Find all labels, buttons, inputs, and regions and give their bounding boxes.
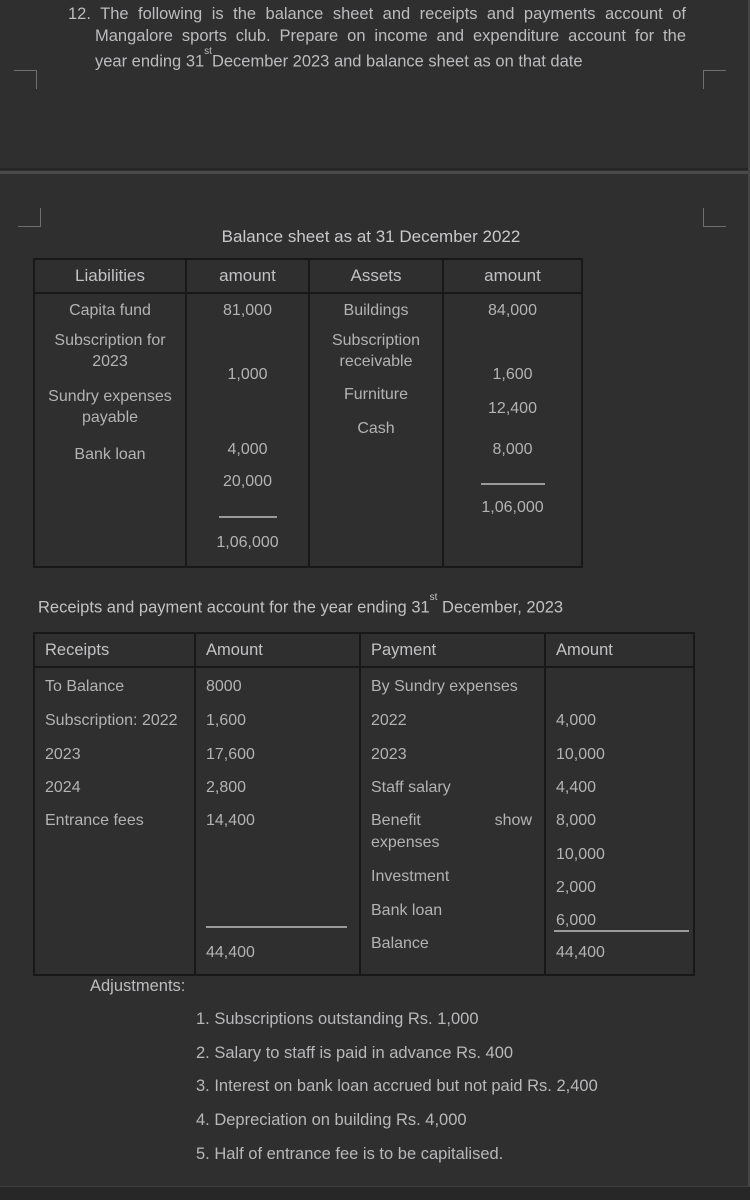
amount-value: 1,600 [492,366,533,383]
total-value: 44,400 [556,944,605,961]
crop-mark-icon [703,208,726,227]
column-header-amount: Amount [196,634,361,668]
amount-value: 1,600 [206,712,247,729]
balance-sheet-table: Liabilities amount Assets amount Capita … [33,258,583,568]
amount-value: 84,000 [488,302,537,319]
amount-value: 17,600 [206,746,255,763]
crop-mark-icon [14,70,37,89]
amount-value: 8000 [206,678,242,695]
amount-value: 1,000 [227,366,268,383]
asset-amounts-column: 84,000 1,600 12,400 8,000 1,06,000 [444,294,581,566]
amount-value: 4,000 [556,712,597,729]
adjustment-item: 2. Salary to staff is paid in advance Rs… [196,1044,514,1062]
liability-item: Subscription for 2023 [54,332,166,370]
amount-value: 4,400 [556,779,597,796]
amount-value: 10,000 [556,746,605,763]
liabilities-column: Capita fund Subscription for 2023 Sundry… [35,294,187,566]
amount-value: 81,000 [223,302,272,319]
adjustment-item: 5. Half of entrance fee is to be capital… [196,1145,504,1163]
receipt-amounts-column: 8000 1,600 17,600 2,800 14,400 44,400 [196,668,361,974]
asset-item: Furniture [343,386,409,403]
column-header-assets: Assets [310,260,444,294]
amount-value: 14,400 [206,812,255,829]
receipt-item: To Balance [45,678,125,695]
receipt-item: Entrance fees [45,812,144,829]
total-underline [554,930,689,932]
amount-value: 6,000 [556,912,597,929]
page-bottom-band [0,1187,750,1200]
payment-item: 2022 [371,712,407,729]
total-value: 44,400 [206,944,255,961]
column-header-liabilities: Liabilities [35,260,187,294]
liability-amounts-column: 81,000 1,000 4,000 20,000 1,06,000 [187,294,310,566]
liability-item: Sundry expenses payable [48,388,172,426]
column-header-amount: amount [444,260,581,294]
amount-value: 20,000 [223,473,272,490]
amount-value: 4,000 [227,441,268,458]
page-break-shadow [0,168,750,170]
payment-item: Investment [371,868,450,885]
total-value: 1,06,000 [481,499,544,516]
payment-item: Bank loan [371,902,443,919]
total-underline [480,483,545,485]
receipt-item: 2023 [45,746,81,763]
asset-item: Cash [357,420,395,437]
page-right-edge [748,0,750,1200]
payment-item: expenses [371,834,440,851]
balance-sheet-title: Balance sheet as at 31 December 2022 [221,227,521,246]
payment-item: 2023 [371,746,407,763]
receipt-item: Subscription: 2022 [45,712,178,729]
column-header-amount: amount [187,260,310,294]
receipts-column: To Balance Subscription: 2022 2023 2024 … [35,668,196,974]
payment-item: Staff salary [371,779,451,796]
column-header-receipts: Receipts [35,634,196,668]
amount-value: 2,800 [206,779,247,796]
amount-value: 2,000 [556,879,597,896]
payment-item: By Sundry expenses [371,678,518,695]
superscript-st: st [429,592,438,603]
page-bottom-edge [0,1186,750,1187]
total-value: 1,06,000 [216,534,279,551]
adjustment-item: 3. Interest on bank loan accrued but not… [196,1077,598,1095]
liability-item: Bank loan [74,446,146,463]
adjustment-item: 1. Subscriptions outstanding Rs. 1,000 [196,1010,479,1028]
question-line-3: year ending 31stDecember 2023 and balanc… [95,46,583,71]
liability-item: Capita fund [69,302,151,319]
assets-column: Buildings Subscription receivable Furnit… [310,294,444,566]
page-break-divider [0,171,750,174]
payment-item-justified: Benefit show [371,812,532,829]
amount-value: 8,000 [492,441,533,458]
payment-amounts-column: 4,000 10,000 4,400 8,000 10,000 2,000 6,… [546,668,693,974]
amount-value: 8,000 [556,812,597,829]
question-paragraph: 12. The following is the balance sheet a… [68,4,686,73]
adjustment-item: 4. Depreciation on building Rs. 4,000 [196,1111,467,1129]
question-line-2: Mangalore sports club. Prepare on income… [95,26,686,45]
total-underline [206,926,347,928]
amount-value: 10,000 [556,846,605,863]
asset-item: Subscription receivable [331,332,421,370]
crop-mark-icon [18,208,41,227]
crop-mark-icon [703,70,726,89]
receipts-payments-table: Receipts Amount Payment Amount To Balanc… [33,632,695,976]
receipts-payments-caption: Receipts and payment account for the yea… [38,592,564,617]
payments-column: By Sundry expenses 2022 2023 Staff salar… [361,668,546,974]
amount-value: 12,400 [488,400,537,417]
column-header-amount: Amount [546,634,693,668]
question-line-1: 12. The following is the balance sheet a… [68,5,686,23]
asset-item: Buildings [343,302,409,319]
payment-item: Balance [371,935,429,952]
adjustments-label: Adjustments: [90,977,186,995]
total-underline [218,516,277,518]
superscript-st: st [204,46,212,57]
receipt-item: 2024 [45,779,81,796]
column-header-payment: Payment [361,634,546,668]
